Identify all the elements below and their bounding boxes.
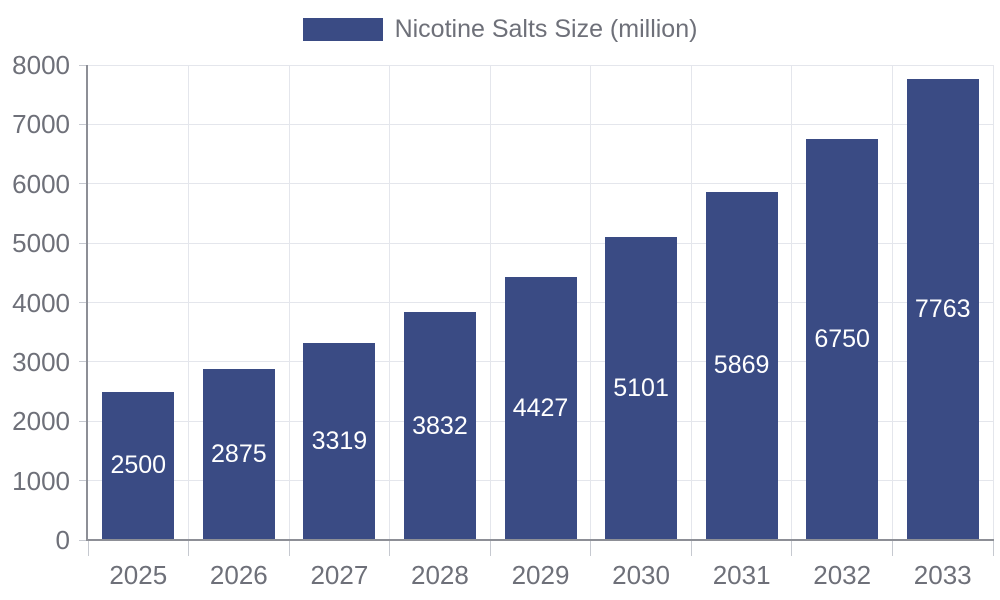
y-axis-tick: [79, 302, 88, 303]
gridline-v: [690, 65, 692, 540]
y-axis-tick: [79, 539, 88, 541]
x-axis-tick: [489, 540, 491, 556]
bar-2026[interactable]: 2875: [202, 369, 275, 540]
y-axis-label: 8000: [12, 50, 70, 80]
gridline-v: [489, 65, 491, 540]
x-axis-tick: [87, 540, 89, 556]
bar-value-label: 3319: [311, 426, 368, 455]
bar-2033[interactable]: 7763: [906, 79, 979, 540]
bar-value-label: 5869: [713, 351, 770, 380]
y-axis-tick: [79, 480, 88, 482]
gridline-h: [88, 123, 993, 125]
y-axis-label: 3000: [12, 346, 70, 377]
x-axis-label: 2029: [511, 560, 570, 590]
y-axis-tick: [79, 183, 88, 185]
bar-value-label: 6750: [814, 325, 870, 354]
gridline-v: [590, 65, 592, 540]
x-axis-tick: [590, 540, 592, 556]
gridline-v: [389, 65, 391, 540]
gridline-v: [992, 65, 994, 540]
bar-value-label: 4427: [512, 394, 569, 423]
y-axis-label: 5000: [12, 228, 70, 259]
x-axis-label: 2033: [913, 560, 972, 590]
y-axis-label: 4000: [12, 287, 70, 318]
bar-value-label: 2500: [110, 451, 167, 480]
y-axis-label: 7000: [12, 109, 70, 140]
x-axis-line: [88, 539, 994, 541]
x-axis-tick: [690, 540, 692, 556]
x-axis-tick: [288, 540, 290, 556]
x-axis-label: 2025: [109, 560, 168, 590]
bar-2025[interactable]: 2500: [102, 391, 175, 540]
x-axis-tick: [891, 540, 893, 556]
x-axis-tick: [992, 540, 994, 556]
y-axis-label: 1000: [12, 465, 70, 496]
y-axis-line: [86, 65, 88, 541]
x-axis-label: 2030: [612, 560, 670, 590]
gridline-v: [791, 65, 793, 540]
bar-value-label: 3832: [412, 411, 468, 440]
gridline-h: [88, 64, 993, 66]
x-axis-tick: [389, 540, 391, 556]
x-axis-label: 2026: [209, 560, 268, 590]
bar-2028[interactable]: 3832: [403, 312, 476, 540]
bar-value-label: 7763: [914, 295, 971, 324]
gridline-v: [288, 65, 290, 540]
gridline-v: [891, 65, 893, 540]
y-axis-tick: [79, 242, 88, 244]
gridline-h: [88, 242, 993, 244]
x-axis-tick: [791, 540, 793, 556]
bar-value-label: 5101: [613, 374, 669, 403]
legend-swatch: [302, 18, 383, 41]
x-axis-label: 2028: [411, 560, 469, 590]
x-axis-label: 2032: [813, 560, 872, 590]
y-axis-label: 6000: [12, 168, 70, 199]
y-axis-label: 0: [55, 525, 70, 555]
x-axis-label: 2031: [712, 560, 771, 590]
x-axis-tick: [188, 540, 190, 556]
bar-2031[interactable]: 5869: [705, 191, 778, 540]
bar-2027[interactable]: 3319: [303, 342, 376, 540]
legend-label: Nicotine Salts Size (million): [394, 15, 698, 43]
gridline-v: [188, 65, 190, 540]
y-axis-label: 2000: [12, 406, 70, 437]
y-axis-tick: [79, 420, 88, 422]
bar-value-label: 2875: [211, 440, 267, 469]
y-axis-tick: [79, 123, 88, 125]
legend-item[interactable]: Nicotine Salts Size (million): [0, 15, 1000, 44]
bar-2032[interactable]: 6750: [806, 139, 879, 540]
bar-2029[interactable]: 4427: [504, 277, 577, 540]
bar-2030[interactable]: 5101: [605, 237, 678, 540]
x-axis-label: 2027: [310, 560, 369, 590]
gridline-h: [88, 183, 993, 185]
y-axis-tick: [79, 361, 88, 363]
y-axis-tick: [79, 64, 88, 66]
